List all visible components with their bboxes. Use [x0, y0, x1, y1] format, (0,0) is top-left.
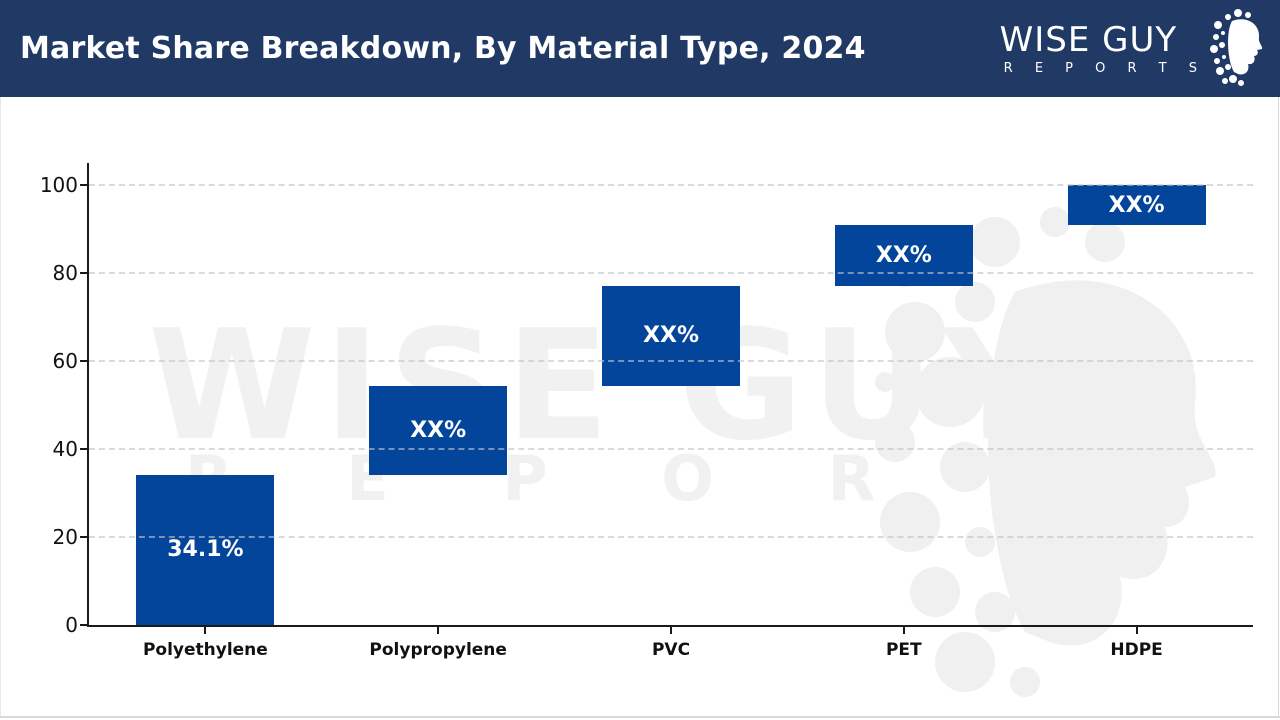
- y-tick-mark-60: [80, 360, 87, 362]
- y-axis-spine: [87, 163, 89, 627]
- gridline-80: [89, 272, 1253, 274]
- x-tick-mark-polyethylene: [204, 627, 207, 634]
- y-tick-label-100: 100: [39, 173, 78, 197]
- y-tick-mark-20: [80, 536, 87, 538]
- x-category-label-pet: PET: [885, 640, 922, 660]
- bar-hdpe[interactable]: XX%: [1067, 185, 1206, 226]
- y-tick-mark-40: [80, 448, 87, 450]
- bar-value-label: 34.1%: [167, 537, 244, 563]
- bar-value-label: XX%: [875, 243, 932, 269]
- y-tick-mark-0: [80, 624, 87, 626]
- gridline-60: [89, 360, 1253, 362]
- chart-title: Market Share Breakdown, By Material Type…: [20, 31, 866, 66]
- bar-value-label: XX%: [1108, 192, 1165, 218]
- y-tick-mark-100: [80, 184, 87, 186]
- bar-polyethylene[interactable]: 34.1%: [136, 474, 275, 625]
- y-tick-label-80: 80: [52, 261, 78, 285]
- gridline-40: [89, 448, 1253, 450]
- x-tick-mark-pet: [902, 627, 905, 634]
- x-category-label-polypropylene: Polypropylene: [369, 640, 507, 660]
- x-category-label-polyethylene: Polyethylene: [142, 640, 268, 660]
- y-tick-label-60: 60: [52, 349, 78, 373]
- x-category-label-pvc: PVC: [651, 640, 691, 660]
- bar-value-label: XX%: [643, 323, 699, 349]
- gridline-20: [89, 536, 1253, 538]
- bar-pvc[interactable]: XX%: [602, 285, 740, 386]
- bar-pet[interactable]: XX%: [834, 225, 973, 286]
- brand-logo-wiseguy: WISE GUY: [999, 20, 1178, 60]
- x-tick-mark-pvc: [670, 627, 672, 634]
- y-tick-label-40: 40: [52, 437, 78, 461]
- x-tick-mark-hdpe: [1135, 627, 1138, 634]
- brand-logo: WISE GUY R E P O R T S: [1000, 8, 1266, 90]
- y-tick-label-20: 20: [52, 525, 78, 549]
- x-tick-mark-polypropylene: [437, 627, 440, 634]
- card-bottom-border: [0, 716, 1280, 718]
- x-axis-spine: [87, 625, 1253, 627]
- y-tick-label-0: 0: [65, 613, 78, 637]
- bar-polypropylene[interactable]: XX%: [369, 385, 508, 475]
- brand-logo-face-icon: [1210, 9, 1263, 86]
- plot-area: 0 20 40 60 80 100 34.1% Polyethylene XX% Polyprop…: [0, 97, 1280, 717]
- y-tick-mark-80: [80, 272, 87, 274]
- x-category-label-hdpe: HDPE: [1110, 640, 1163, 660]
- header-bar: Market Share Breakdown, By Material Type…: [0, 0, 1280, 97]
- brand-logo-reports: R E P O R T S: [1003, 61, 1206, 76]
- gridline-100: [89, 184, 1253, 186]
- card-right-border: [1278, 97, 1279, 718]
- bar-value-label: XX%: [410, 417, 467, 443]
- brand-logo-text: WISE GUY R E P O R T S: [1000, 21, 1206, 77]
- card-left-border: [0, 97, 1, 718]
